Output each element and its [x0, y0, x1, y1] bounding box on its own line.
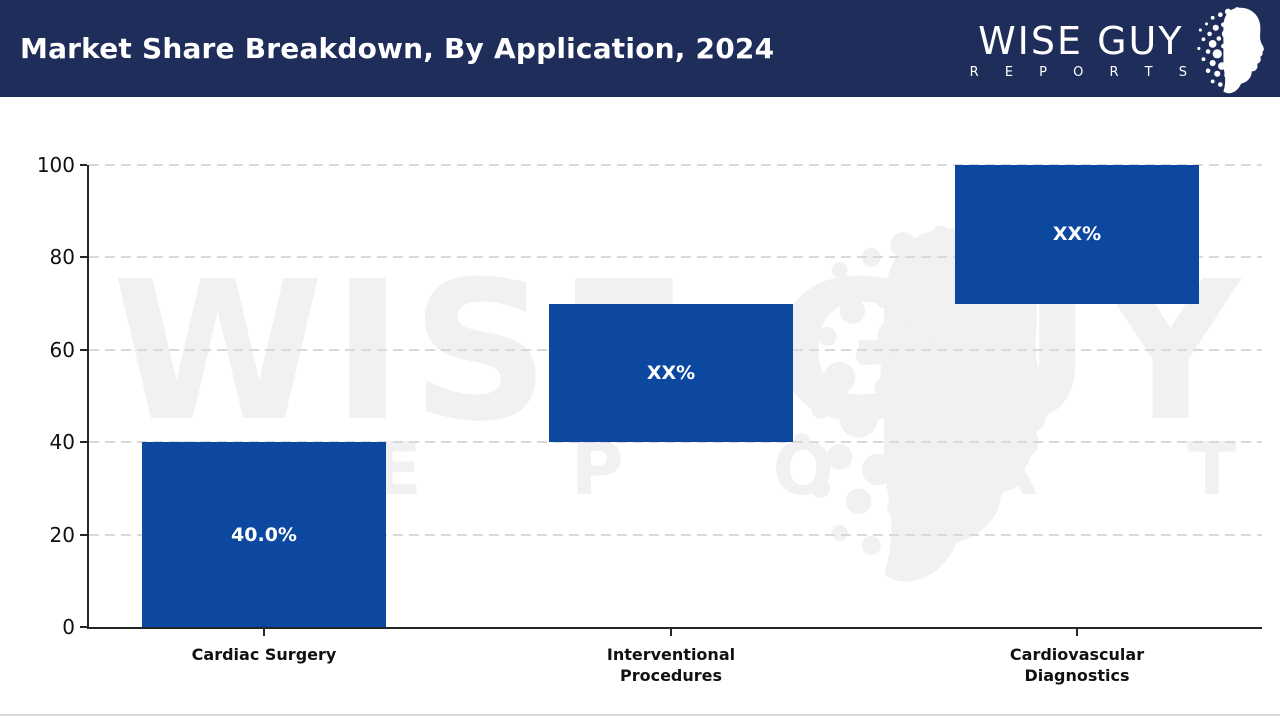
bar-value-label: XX% [646, 361, 696, 384]
x-category-label: Cardiac Surgery [191, 645, 337, 664]
gridline [89, 164, 1262, 166]
y-tick-mark [80, 256, 87, 259]
y-tick-mark [80, 164, 87, 166]
y-tick-mark [80, 626, 87, 628]
logo-text: WISE GUY R E P O R T S [964, 22, 1198, 80]
y-tick-mark [80, 533, 87, 536]
y-tick-label: 20 [49, 522, 75, 547]
y-tick-mark [80, 348, 87, 351]
bar-segment: XX% [549, 303, 793, 443]
gridline [89, 533, 1262, 536]
bottom-divider [0, 714, 1280, 716]
gridline [89, 256, 1262, 259]
brand-logo: WISE GUY R E P O R T S [964, 0, 1268, 97]
bar-value-label: 40.0% [231, 523, 297, 546]
x-category-label: Cardiovascular Diagnostics [1009, 645, 1145, 685]
chart-area: WISE GUY R E P O R T S 02040608010040.0%… [0, 97, 1280, 720]
y-tick-mark [80, 441, 87, 444]
x-tick-mark [670, 629, 672, 636]
bar-segment: 40.0% [142, 442, 386, 627]
y-tick-label: 0 [62, 615, 75, 639]
plot-area: 0 20 40 60 80 100 40.0% Cardiac Surgery XX% Inter… [37, 153, 1262, 685]
header-bar: Market Share Breakdown, By Application, … [0, 0, 1280, 97]
x-tick-mark [263, 629, 265, 636]
logo-head-icon [1188, 4, 1268, 96]
y-tick-label: 80 [49, 245, 75, 270]
bar-value-label: XX% [1052, 223, 1102, 246]
logo-wordmark: WISE GUY [978, 18, 1184, 63]
y-tick-label: 40 [49, 430, 75, 455]
x-axis-spine [87, 627, 1262, 629]
x-tick-mark [1076, 629, 1078, 636]
page-title: Market Share Breakdown, By Application, … [20, 32, 775, 65]
y-tick-label: 100 [36, 153, 75, 177]
y-axis-spine [87, 165, 89, 629]
bar-segment: XX% [955, 165, 1199, 304]
x-category-label: Interventional Procedures [606, 645, 736, 685]
y-tick-label: 60 [49, 337, 75, 362]
logo-subtext: R E P O R T S [969, 64, 1198, 80]
